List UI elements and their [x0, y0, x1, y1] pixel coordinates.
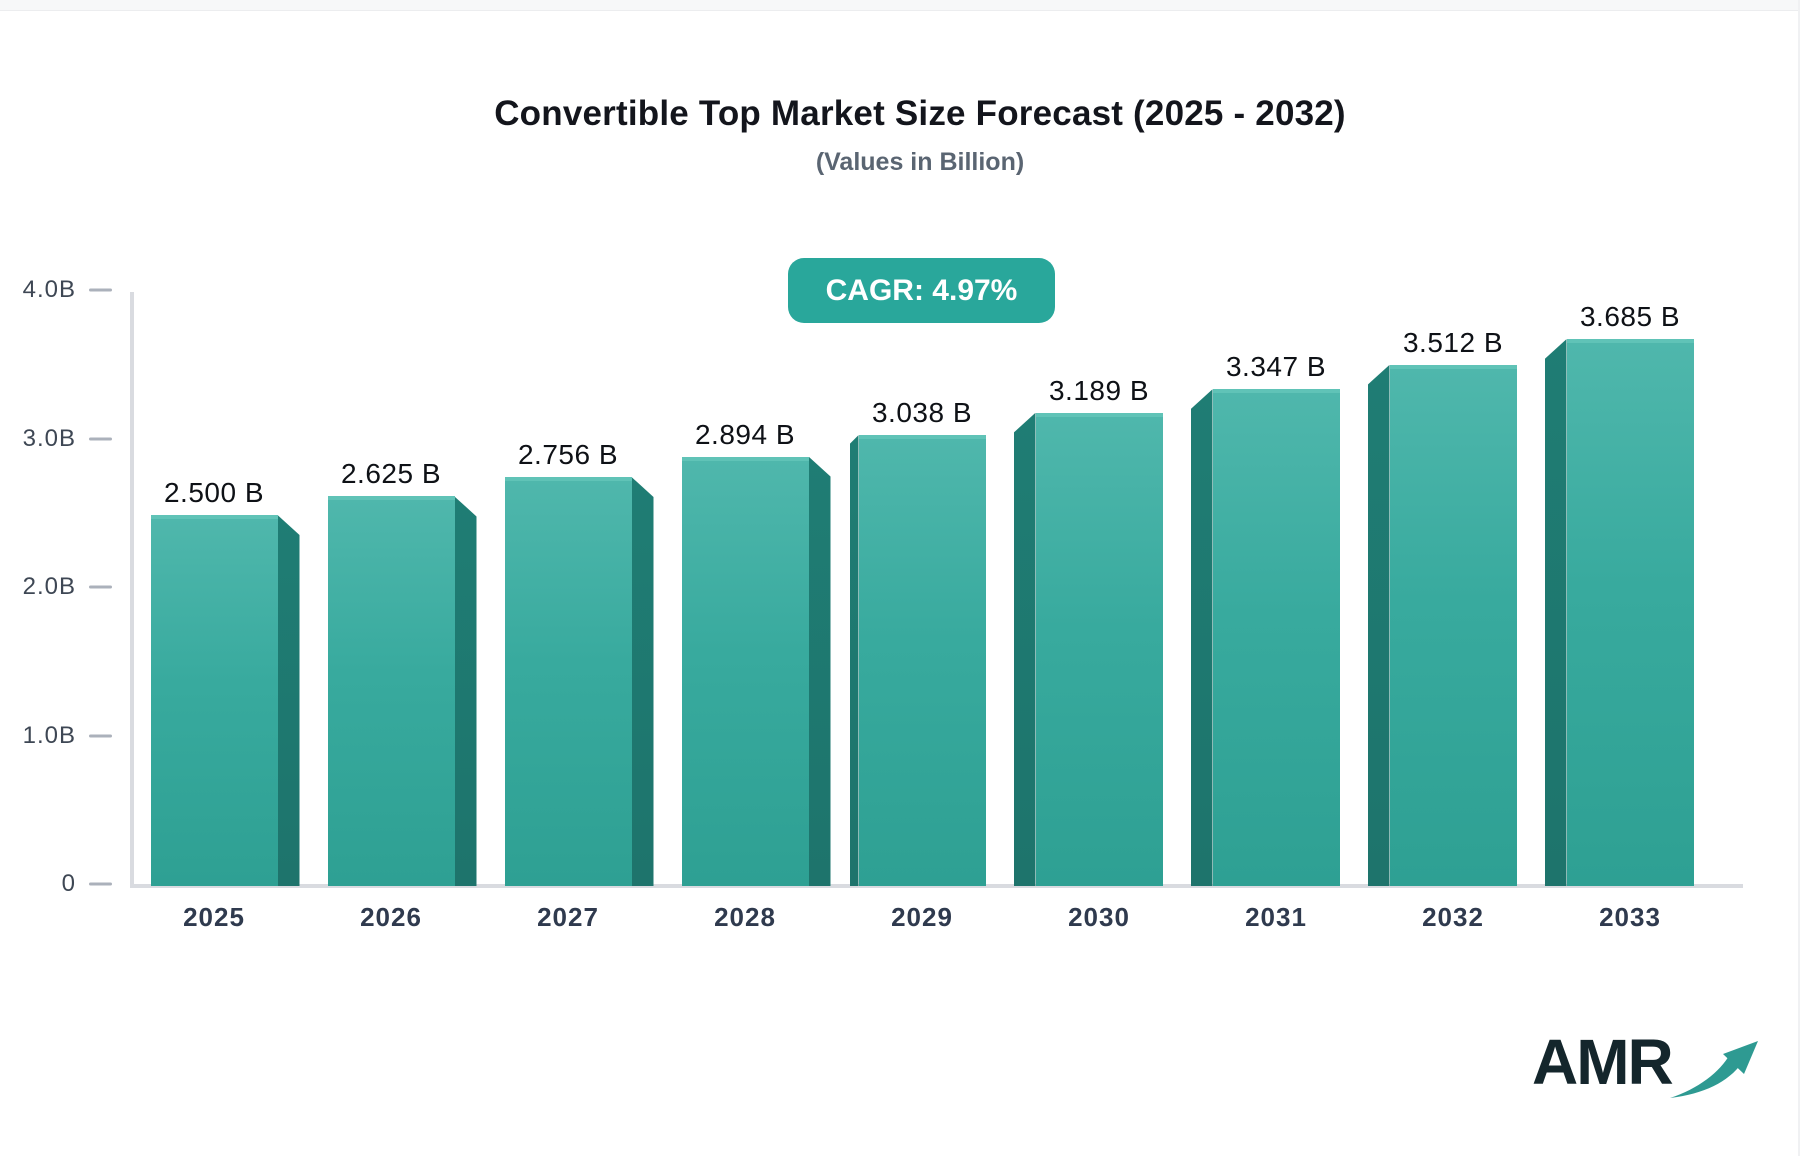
bar-2026 [327, 496, 455, 886]
bar-value-label: 3.189 B [1048, 374, 1150, 406]
x-tick-label: 2033 [1599, 902, 1661, 932]
y-tick-mark [89, 288, 112, 292]
bar-side-shadow [1544, 339, 1567, 886]
bar-side-shadow [849, 435, 859, 886]
x-tick-label: 2032 [1422, 902, 1484, 932]
bar-value-label: 3.038 B [871, 397, 973, 429]
bar-2028 [681, 456, 809, 886]
y-tick-label: 2.0B [22, 573, 76, 601]
y-tick-label: 0 [61, 870, 76, 897]
y-tick-label: 3.0B [22, 424, 76, 452]
bar-side-shadow [1190, 389, 1213, 886]
y-axis-line [130, 292, 134, 886]
growth-arrow-icon [1669, 1041, 1758, 1098]
y-tick-mark [89, 585, 112, 589]
brand-logo: AMR [1532, 1030, 1764, 1102]
bar-2033 [1566, 339, 1694, 886]
bar-2025 [150, 515, 278, 886]
bar-value-label: 3.347 B [1225, 351, 1327, 383]
y-tick-label: 4.0B [22, 276, 76, 304]
x-axis-baseline [130, 884, 1743, 888]
bar-side-shadow [631, 477, 654, 886]
bar-2029 [858, 435, 986, 886]
bar-value-label: 2.894 B [694, 418, 796, 450]
bar-value-label: 2.756 B [517, 439, 619, 470]
x-tick-label: 2026 [360, 902, 422, 932]
cagr-badge-label: CAGR: 4.97% [825, 273, 1018, 307]
bar-side-shadow [808, 456, 831, 886]
bar-value-label: 2.500 B [163, 477, 265, 508]
chart-subtitle: (Values in Billion) [815, 148, 1025, 176]
bar-side-shadow [1367, 364, 1390, 886]
y-tick-label: 1.0B [22, 721, 76, 749]
bar-2031 [1212, 389, 1340, 886]
x-tick-label: 2027 [537, 902, 599, 932]
bar-value-label: 3.512 B [1402, 326, 1504, 358]
window-top-strip [0, 0, 1800, 11]
bar-value-label: 2.625 B [340, 458, 442, 490]
cagr-badge: CAGR: 4.97% [788, 258, 1055, 323]
y-tick-mark [89, 734, 112, 738]
y-tick-mark [89, 882, 112, 886]
bar-value-label: 3.685 B [1579, 301, 1681, 333]
bar-2027 [504, 477, 632, 886]
x-tick-label: 2029 [891, 902, 953, 932]
bar-2030 [1035, 412, 1163, 886]
x-tick-label: 2025 [183, 902, 245, 932]
x-tick-label: 2031 [1245, 902, 1307, 932]
bar-side-shadow [1013, 412, 1036, 886]
brand-logo-text: AMR [1532, 1026, 1674, 1098]
x-tick-label: 2030 [1068, 902, 1130, 932]
page-title: Convertible Top Market Size Forecast (20… [494, 94, 1346, 133]
bar-side-shadow [454, 496, 477, 886]
canvas-right-edge [1798, 0, 1800, 1156]
y-tick-mark [89, 437, 112, 441]
x-tick-label: 2028 [714, 902, 776, 932]
bar-2032 [1389, 364, 1517, 886]
bar-side-shadow [277, 515, 300, 886]
